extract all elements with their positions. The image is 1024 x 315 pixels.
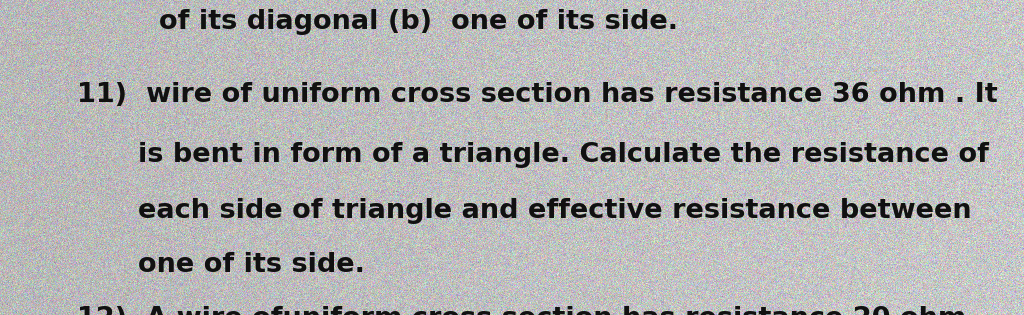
Text: 12)  A wire ofuniform cross section has resistance 20 ohm .: 12) A wire ofuniform cross section has r… bbox=[77, 306, 986, 315]
Text: of its diagonal (b)  one of its side.: of its diagonal (b) one of its side. bbox=[159, 9, 678, 36]
Text: one of its side.: one of its side. bbox=[138, 252, 366, 278]
Text: 11)  wire of uniform cross section has resistance 36 ohm . It: 11) wire of uniform cross section has re… bbox=[77, 82, 997, 108]
Text: each side of triangle and effective resistance between: each side of triangle and effective resi… bbox=[138, 198, 972, 225]
Text: is bent in form of a triangle. Calculate the resistance of: is bent in form of a triangle. Calculate… bbox=[138, 142, 989, 168]
